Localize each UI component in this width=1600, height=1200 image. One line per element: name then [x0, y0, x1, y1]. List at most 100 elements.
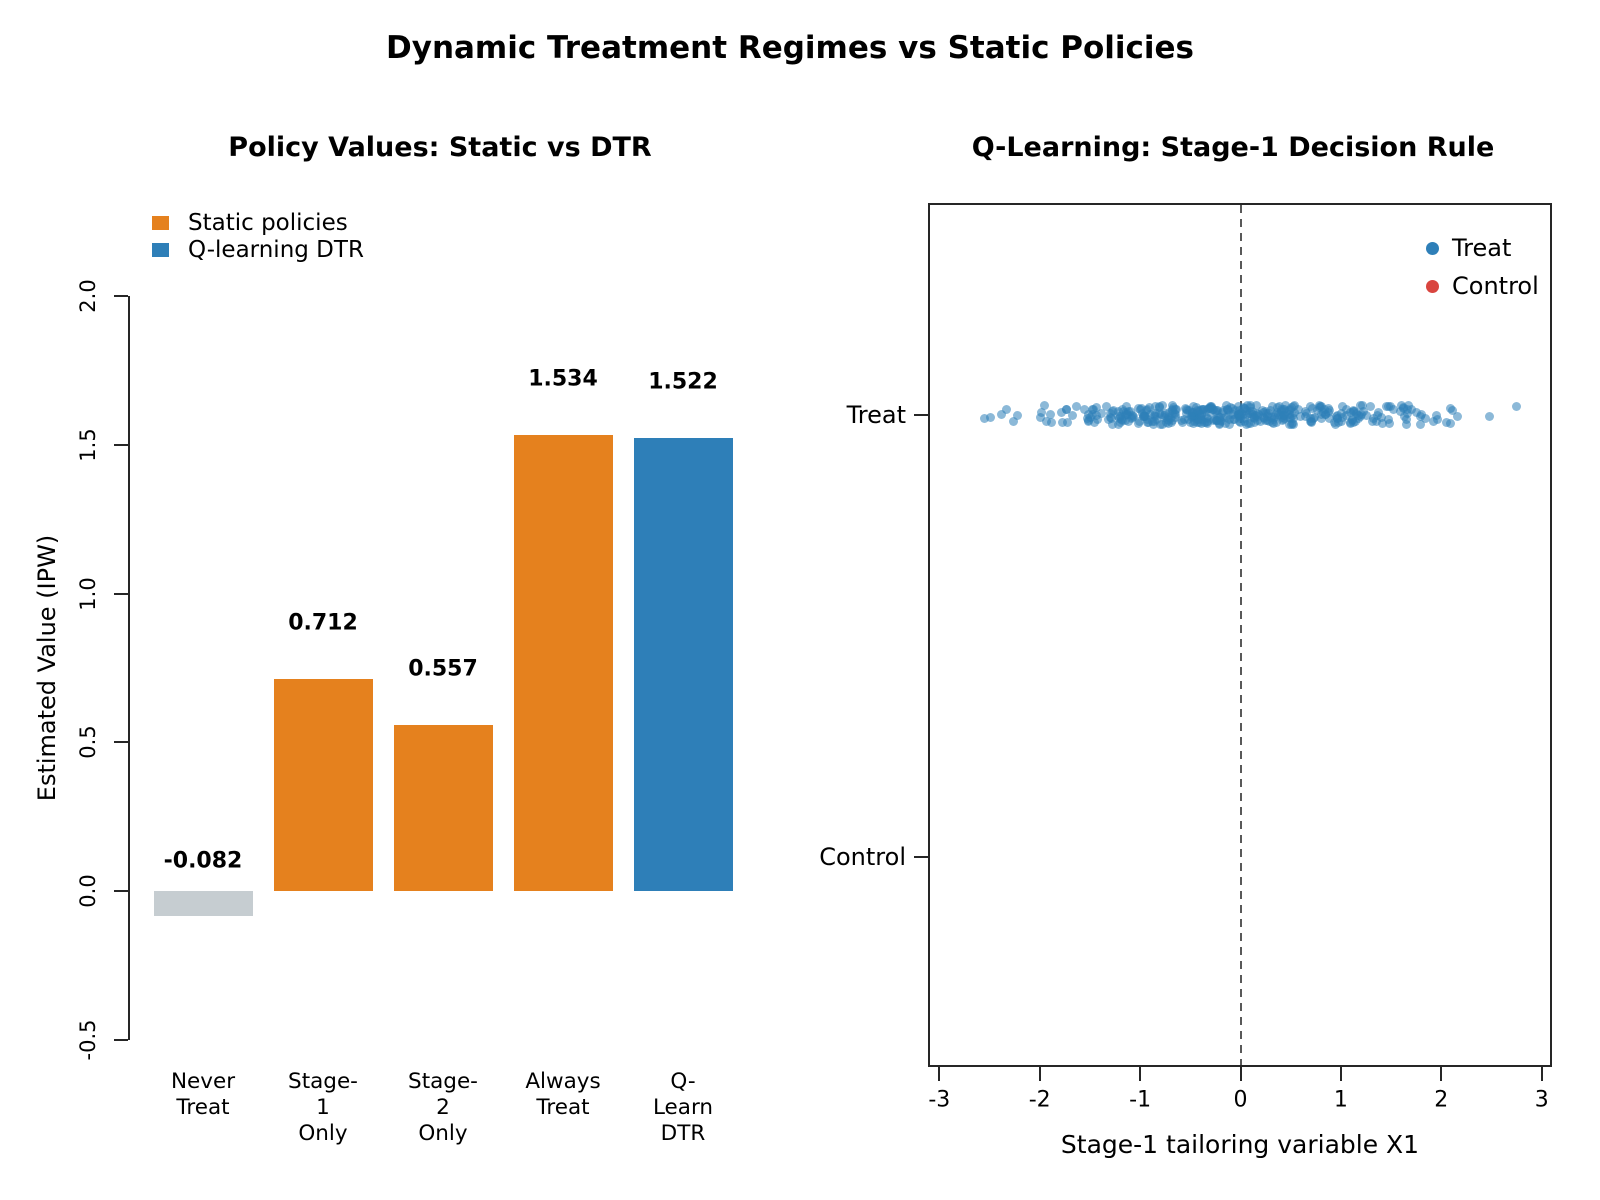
left-y-tick: [114, 592, 128, 595]
right-y-tick-label: Control: [819, 843, 906, 871]
scatter-point-treat: [1214, 419, 1224, 429]
scatter-point-treat: [1285, 414, 1295, 424]
scatter-point-treat: [1201, 418, 1211, 428]
scatter-point-treat: [1452, 411, 1462, 421]
decision-boundary-line: [1239, 205, 1242, 1065]
bar-value-label: 1.534: [528, 366, 598, 392]
legend-swatch-q-learning-dtr: [152, 243, 169, 257]
scatter-point-treat: [1209, 414, 1219, 424]
scatter-point-treat: [1307, 417, 1317, 427]
scatter-point-treat: [1512, 401, 1522, 411]
right-x-tick-label: 2: [1434, 1087, 1449, 1113]
right-x-tick: [1038, 1067, 1041, 1081]
x-category-line: DTR: [660, 1121, 706, 1146]
x-category-line: Only: [418, 1121, 468, 1146]
right-legend-label: Treat: [1452, 234, 1512, 262]
scatter-point-treat: [1244, 419, 1254, 429]
scatter-point-treat: [1084, 410, 1094, 420]
scatter-point-treat: [1009, 416, 1019, 426]
x-category-line: Stage-1: [288, 1069, 358, 1120]
scatter-point-treat: [1295, 412, 1305, 422]
left-y-tick: [114, 295, 128, 297]
scatter-point-treat: [1001, 404, 1011, 414]
scatter-point-treat: [1251, 400, 1261, 410]
scatter-point-treat: [1046, 410, 1056, 420]
scatter-point-treat: [1431, 410, 1441, 420]
scatter-point-treat: [1406, 405, 1416, 415]
scatter-point-treat: [1403, 401, 1413, 411]
right-x-tick-label: -2: [1028, 1087, 1051, 1113]
right-x-tick: [1440, 1067, 1443, 1081]
scatter-point-treat: [1108, 406, 1118, 416]
right-plot-box: [928, 203, 1552, 1067]
scatter-point-treat: [1239, 404, 1249, 414]
left-y-tick: [114, 890, 128, 893]
scatter-point-treat: [1036, 413, 1046, 423]
scatter-point-treat: [1193, 415, 1203, 425]
scatter-point-treat: [1401, 414, 1411, 424]
bar-never-treat: [153, 891, 253, 916]
left-y-tick: [114, 1039, 128, 1041]
scatter-point-treat: [1148, 419, 1158, 429]
scatter-point-treat: [1330, 418, 1340, 428]
main-title: Dynamic Treatment Regimes vs Static Poli…: [386, 30, 1194, 66]
scatter-point-treat: [1122, 408, 1132, 418]
scatter-point-treat: [1348, 416, 1358, 426]
left-y-axis-spine: [128, 296, 130, 1040]
scatter-point-treat: [1079, 405, 1089, 415]
scatter-point-treat: [985, 412, 995, 422]
scatter-point-treat: [1416, 409, 1426, 419]
scatter-point-treat: [997, 410, 1007, 420]
left-y-tick-label: 0.5: [76, 725, 100, 760]
scatter-point-treat: [1192, 405, 1202, 415]
scatter-point-treat: [1124, 417, 1134, 427]
scatter-point-treat: [1308, 403, 1318, 413]
left-y-tick: [114, 741, 128, 744]
scatter-point-treat: [1337, 401, 1347, 411]
left-y-tick-label: -0.5: [76, 1019, 100, 1061]
scatter-point-treat: [1416, 419, 1426, 429]
scatter-point-treat: [1114, 419, 1124, 429]
x-category-line: Treat: [176, 1095, 230, 1120]
scatter-point-treat: [1421, 414, 1431, 424]
scatter-point-treat: [1372, 416, 1382, 426]
scatter-point-treat: [1235, 416, 1245, 426]
bar-q-learn-dtr: [633, 438, 733, 892]
scatter-point-treat: [1186, 418, 1196, 428]
scatter-point-treat: [1101, 402, 1111, 412]
scatter-point-treat: [1097, 408, 1107, 418]
scatter-point-treat: [1107, 420, 1117, 430]
scatter-point-treat: [1316, 410, 1326, 420]
scatter-point-treat: [1160, 410, 1170, 420]
x-category-line: Q-Learn: [652, 1069, 714, 1120]
scatter-point-treat: [1177, 415, 1187, 425]
right-x-tick-label: 3: [1534, 1087, 1549, 1113]
scatter-point-treat: [1315, 402, 1325, 412]
left-panel-title: Policy Values: Static vs DTR: [228, 132, 652, 163]
scatter-point-treat: [1056, 407, 1066, 417]
scatter-point-treat: [1377, 419, 1387, 429]
scatter-point-treat: [1377, 412, 1387, 422]
right-legend-marker-treat: [1426, 241, 1439, 255]
scatter-point-treat: [1133, 404, 1143, 414]
bar-value-label: -0.082: [163, 848, 243, 874]
bar-value-label: 0.712: [288, 610, 358, 636]
scatter-point-treat: [1089, 417, 1099, 427]
scatter-point-treat: [1062, 418, 1072, 428]
right-legend-label: Control: [1452, 272, 1539, 300]
x-category-label: Always Treat: [525, 1069, 600, 1121]
scatter-point-treat: [1310, 412, 1320, 422]
x-category-line: Treat: [536, 1095, 590, 1120]
scatter-point-treat: [1161, 418, 1171, 428]
right-x-tick-label: 1: [1333, 1087, 1348, 1113]
scatter-point-treat: [1350, 407, 1360, 417]
scatter-point-treat: [1203, 405, 1213, 415]
right-x-tick: [938, 1067, 941, 1081]
right-x-tick: [1139, 1067, 1142, 1081]
left-y-axis-label: Estimated Value (IPW): [33, 534, 61, 802]
x-category-label: Never Treat: [171, 1069, 235, 1121]
left-y-tick: [114, 443, 128, 446]
left-y-tick-label: 0.0: [76, 874, 100, 908]
scatter-point-treat: [1061, 405, 1071, 415]
scatter-point-treat: [1223, 404, 1233, 414]
